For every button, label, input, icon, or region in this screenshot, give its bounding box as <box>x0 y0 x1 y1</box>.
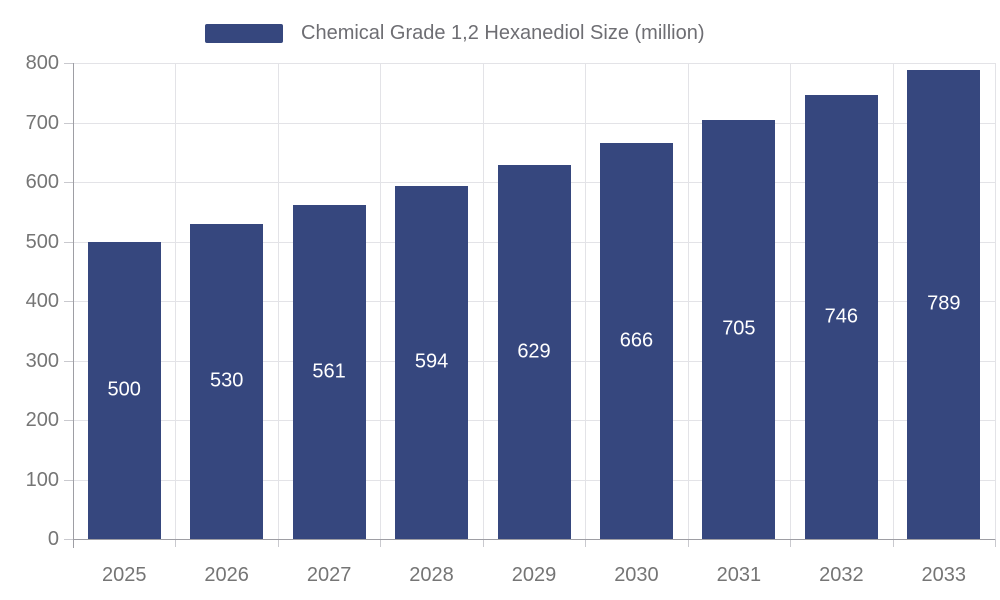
bar-value-label: 746 <box>824 305 859 328</box>
bar-value-label: 500 <box>107 378 141 401</box>
gridline-vertical <box>380 63 382 539</box>
bar-2032[interactable]: 746 <box>804 95 878 539</box>
y-tick-label: 500 <box>25 230 59 253</box>
bar-value-label: 530 <box>209 369 244 392</box>
y-tick-label: 600 <box>25 171 59 193</box>
bar-2028[interactable]: 594 <box>395 185 469 539</box>
y-tick-label: 300 <box>25 349 59 372</box>
y-axis-tick <box>64 122 73 124</box>
y-tick-label: 200 <box>25 409 59 431</box>
bar-2027[interactable]: 561 <box>292 205 366 539</box>
gridline-vertical <box>687 63 689 539</box>
gridline-vertical <box>482 63 484 539</box>
y-tick-label: 700 <box>25 111 59 134</box>
x-axis-tick <box>995 539 996 547</box>
y-tick-label: 800 <box>25 52 59 74</box>
y-axis-tick <box>64 241 73 243</box>
bar-2029[interactable]: 629 <box>497 164 571 539</box>
y-axis-tick <box>64 539 73 540</box>
y-axis-tick <box>64 479 73 481</box>
gridline-horizontal <box>73 63 995 64</box>
y-axis-line <box>73 63 74 548</box>
x-axis-tick <box>790 539 792 547</box>
gridline-vertical <box>790 63 792 539</box>
gridline-vertical <box>585 63 587 539</box>
x-axis-tick <box>892 539 894 547</box>
x-tick-label: 2032 <box>819 564 864 586</box>
y-axis-tick <box>64 182 73 183</box>
bar-value-label: 789 <box>927 292 961 315</box>
bar-value-label: 629 <box>517 340 551 363</box>
y-tick-label: 100 <box>25 468 59 491</box>
x-tick-label: 2030 <box>614 564 659 586</box>
bar-2025[interactable]: 500 <box>87 241 161 539</box>
y-tick-label: 400 <box>25 290 59 312</box>
gridline-vertical <box>995 63 996 539</box>
y-axis-tick <box>64 63 73 64</box>
y-axis-tick <box>64 420 73 421</box>
x-axis-tick <box>380 539 382 547</box>
x-tick-label: 2027 <box>306 564 352 586</box>
bar-value-label: 561 <box>312 360 346 383</box>
gridline-vertical <box>175 63 177 539</box>
legend-item[interactable]: Chemical Grade 1,2 Hexanediol Size (mill… <box>205 17 705 49</box>
x-axis-tick <box>687 539 689 547</box>
bar-value-label: 594 <box>414 350 449 373</box>
x-axis-line <box>73 539 995 540</box>
legend-label: Chemical Grade 1,2 Hexanediol Size (mill… <box>301 21 705 44</box>
bar-value-label: 666 <box>619 329 654 352</box>
bar-2031[interactable]: 705 <box>702 119 776 539</box>
x-tick-label: 2025 <box>101 564 147 586</box>
x-tick-label: 2028 <box>409 564 454 586</box>
bar-2033[interactable]: 789 <box>907 69 981 539</box>
y-tick-label: 0 <box>47 528 59 550</box>
x-tick-label: 2026 <box>204 564 249 586</box>
legend-marker-icon <box>205 23 283 43</box>
bar-2030[interactable]: 666 <box>599 142 673 539</box>
bar-2026[interactable]: 530 <box>190 223 264 539</box>
x-axis-tick <box>482 539 484 547</box>
gridline-horizontal <box>73 122 995 124</box>
y-axis-tick <box>64 301 73 302</box>
gridline-vertical <box>277 63 279 539</box>
x-axis-tick <box>585 539 587 547</box>
bar-value-label: 705 <box>722 317 756 340</box>
x-axis-tick <box>175 539 177 547</box>
y-axis-tick <box>64 360 73 362</box>
x-axis-tick <box>277 539 279 547</box>
x-tick-label: 2033 <box>921 564 967 586</box>
gridline-vertical <box>892 63 894 539</box>
x-tick-label: 2029 <box>511 564 557 586</box>
x-tick-label: 2031 <box>716 564 762 586</box>
